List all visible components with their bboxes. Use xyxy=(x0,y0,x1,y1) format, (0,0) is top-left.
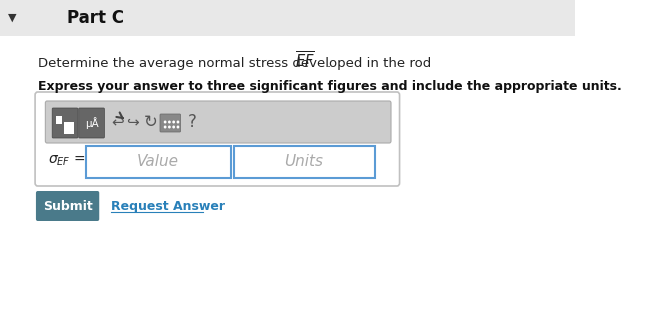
Circle shape xyxy=(173,121,174,123)
Text: Express your answer to three significant figures and include the appropriate uni: Express your answer to three significant… xyxy=(38,79,622,92)
Text: Submit: Submit xyxy=(43,200,93,213)
FancyBboxPatch shape xyxy=(52,108,78,138)
Circle shape xyxy=(177,121,179,123)
Text: Request Answer: Request Answer xyxy=(112,200,225,213)
FancyBboxPatch shape xyxy=(56,116,62,124)
Text: $\sigma_{EF}$ =: $\sigma_{EF}$ = xyxy=(48,154,85,168)
Text: Determine the average normal stress developed in the rod: Determine the average normal stress deve… xyxy=(38,57,435,70)
FancyBboxPatch shape xyxy=(160,114,181,132)
Circle shape xyxy=(165,121,166,123)
Text: Value: Value xyxy=(137,154,179,168)
FancyBboxPatch shape xyxy=(35,92,400,186)
FancyBboxPatch shape xyxy=(0,0,575,36)
Text: ?: ? xyxy=(188,113,197,131)
Circle shape xyxy=(169,121,170,123)
Text: ↩: ↩ xyxy=(111,115,124,129)
Circle shape xyxy=(173,126,174,128)
Text: $\overline{EF}$: $\overline{EF}$ xyxy=(295,51,315,71)
Circle shape xyxy=(177,126,179,128)
Text: .: . xyxy=(327,57,331,70)
Text: Units: Units xyxy=(284,154,323,168)
Text: Part C: Part C xyxy=(67,9,124,27)
FancyBboxPatch shape xyxy=(85,146,231,178)
Circle shape xyxy=(165,126,166,128)
Text: μÅ: μÅ xyxy=(85,117,98,129)
FancyBboxPatch shape xyxy=(79,108,104,138)
FancyBboxPatch shape xyxy=(36,191,99,221)
Text: ↻: ↻ xyxy=(144,113,157,131)
Text: ↪: ↪ xyxy=(126,115,139,129)
FancyBboxPatch shape xyxy=(64,122,75,134)
Text: ▼: ▼ xyxy=(8,13,16,23)
Circle shape xyxy=(169,126,170,128)
FancyBboxPatch shape xyxy=(234,146,375,178)
FancyBboxPatch shape xyxy=(45,101,391,143)
